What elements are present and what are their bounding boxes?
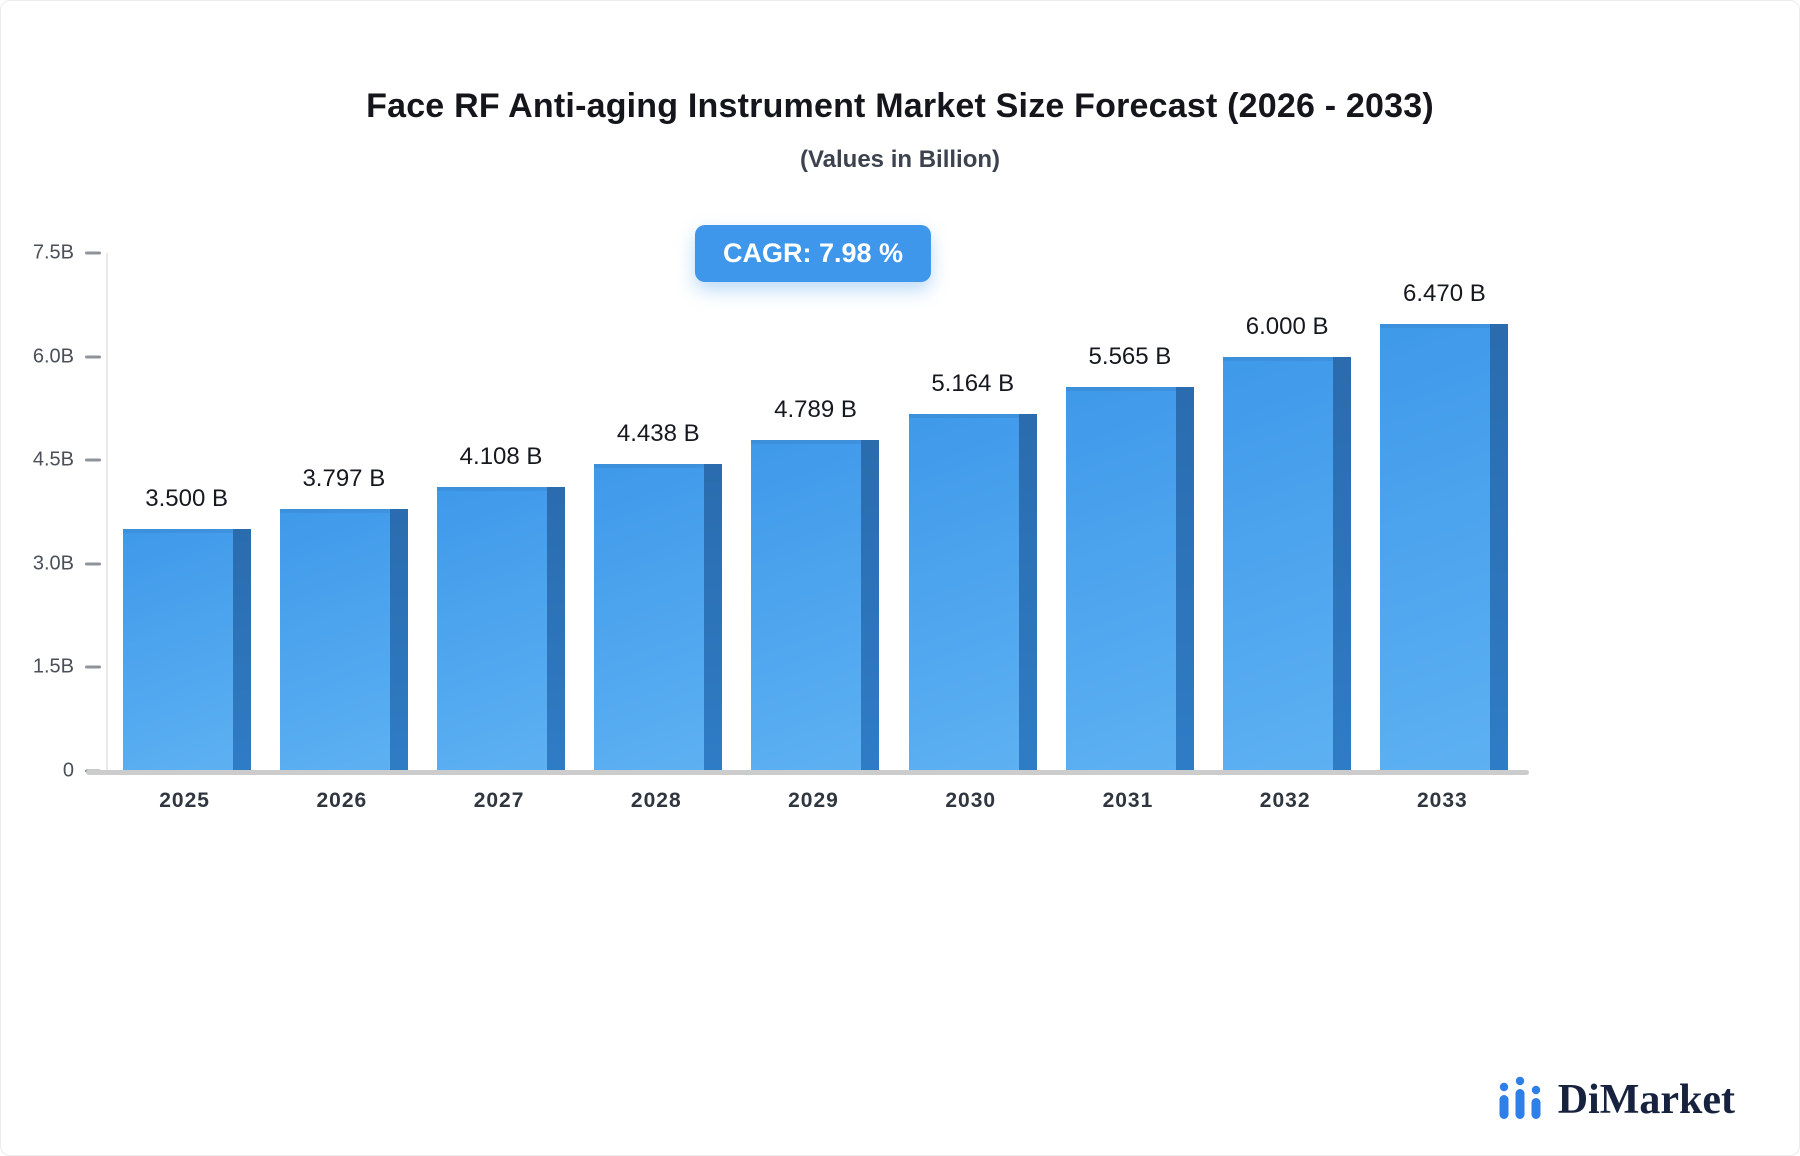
x-axis-labels: 2025 2026 2027 2028 2029 2030 2031 2032 2033 (106, 789, 1521, 813)
bar (1223, 356, 1352, 771)
y-tick: 6.0B (1, 345, 101, 368)
bar-value-label: 3.797 B (302, 464, 386, 492)
bar-side-face (704, 464, 723, 771)
bar-front-face (1065, 386, 1176, 771)
cagr-badge: CAGR: 7.98 % (694, 225, 932, 282)
x-tick-label: 2032 (1259, 789, 1311, 812)
y-tick-label: 3.0B (32, 552, 74, 575)
bar-group: 5.164 B (894, 253, 1051, 771)
x-axis-line (86, 770, 1529, 775)
plot-area: 3.500 B 3.797 B 4.108 B 4.438 B 4.789 B 5.164… (108, 253, 1523, 771)
bar (122, 529, 251, 771)
bar-chart: 0 1.5B 3.0B 4.5B 6.0B 7.5B 3.500 B 3.797 B 4.10… (33, 242, 1529, 782)
bar-side-face (232, 529, 251, 771)
bar-front-face (1380, 324, 1491, 771)
y-tick-label: 4.5B (32, 448, 74, 471)
bar-side-face (389, 508, 408, 771)
bar-group: 6.470 B (1366, 253, 1523, 771)
bar-value-label: 4.108 B (459, 443, 543, 471)
bar-front-face (122, 529, 233, 771)
bar (1065, 386, 1194, 771)
y-tick-mark (85, 458, 101, 462)
dimarket-bars-icon (1499, 1076, 1541, 1119)
y-tick-mark (85, 562, 101, 566)
bar-value-label: 5.565 B (1088, 342, 1172, 370)
bar-side-face (547, 487, 566, 771)
bar-front-face (279, 508, 390, 771)
x-tick-label: 2029 (788, 789, 839, 812)
y-tick-mark (85, 355, 101, 359)
y-tick-label: 1.5B (32, 655, 74, 678)
x-tick-label: 2030 (945, 789, 997, 812)
y-tick: 7.5B (1, 241, 101, 265)
bar-group: 3.500 B (108, 253, 265, 771)
bar (279, 508, 408, 771)
bar-value-label: 4.438 B (616, 420, 700, 448)
bar-front-face (594, 464, 705, 771)
bar (437, 487, 566, 771)
bar-group: 5.565 B (1051, 253, 1208, 771)
bar-group: 6.000 B (1209, 253, 1366, 771)
dimarket-logo: DiMarket (1496, 1073, 1735, 1121)
bar (594, 464, 723, 771)
bar-group: 3.797 B (265, 253, 422, 771)
y-tick: 3.0B (1, 552, 101, 575)
chart-title: Face RF Anti-aging Instrument Market Siz… (366, 87, 1434, 125)
bar-side-face (1333, 356, 1352, 771)
bar-value-label: 6.000 B (1245, 312, 1329, 340)
bar-side-face (861, 440, 880, 771)
bar-value-label: 3.500 B (145, 485, 228, 513)
bar (751, 440, 880, 771)
y-tick-label: 6.0B (32, 345, 74, 368)
bar-group: 4.789 B (737, 253, 894, 771)
bar-group: 4.108 B (422, 253, 579, 771)
bar-front-face (751, 440, 862, 771)
y-tick: 1.5B (1, 655, 101, 679)
bar-value-label: 6.470 B (1402, 280, 1486, 308)
x-tick-label: 2031 (1102, 789, 1154, 812)
x-tick-label: 2025 (159, 789, 210, 812)
bar-side-face (1175, 386, 1194, 771)
bar-front-face (437, 487, 548, 771)
x-tick-label: 2026 (316, 789, 368, 812)
bar-value-label: 4.789 B (774, 396, 857, 424)
y-tick-mark (85, 251, 101, 255)
bar-front-face (908, 414, 1019, 771)
x-tick-label: 2027 (473, 789, 525, 812)
bar (1380, 324, 1509, 771)
chart-subtitle: (Values in Billion) (799, 146, 1001, 173)
y-tick-label: 0 (62, 759, 74, 782)
bar-group: 4.438 B (580, 253, 737, 771)
x-tick-label: 2028 (630, 789, 682, 812)
bar-side-face (1490, 324, 1509, 771)
dimarket-logo-text: DiMarket (1557, 1077, 1735, 1123)
y-tick-mark (85, 665, 101, 669)
y-tick: 4.5B (1, 448, 101, 472)
bar (908, 414, 1037, 771)
x-tick-label: 2033 (1417, 789, 1468, 812)
bar-front-face (1223, 356, 1334, 771)
bar-value-label: 5.164 B (931, 370, 1015, 398)
y-tick-label: 7.5B (32, 241, 74, 264)
bar-side-face (1018, 414, 1037, 771)
